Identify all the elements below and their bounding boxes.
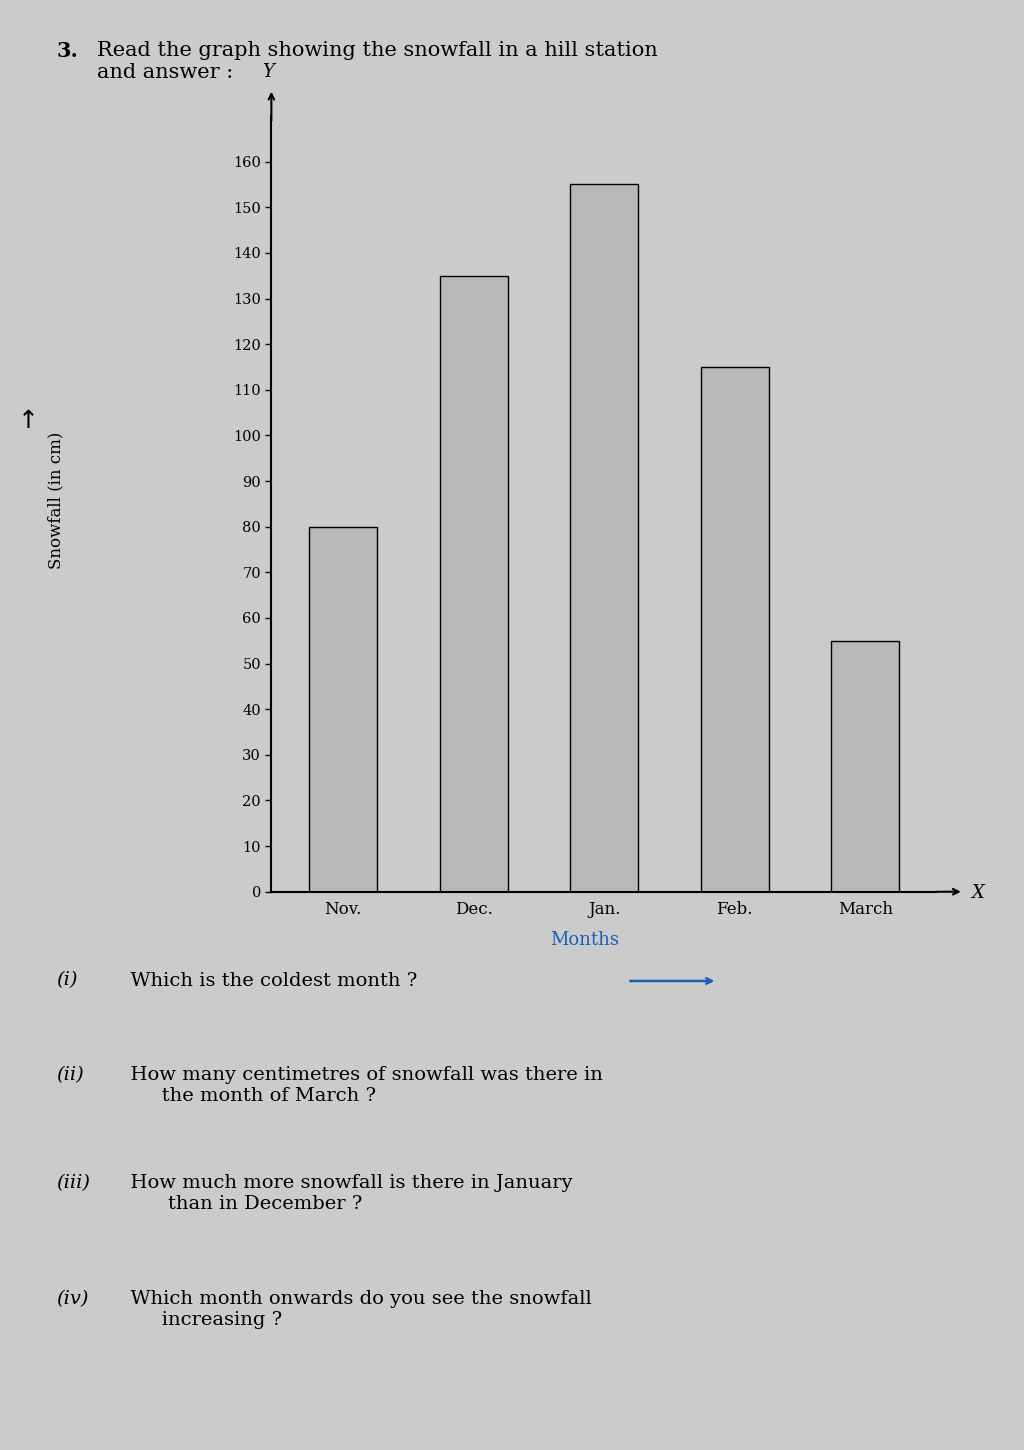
Text: Months: Months (550, 931, 618, 948)
Text: 3.: 3. (56, 41, 78, 61)
Text: Y: Y (262, 64, 274, 81)
Bar (439, 276, 508, 892)
Bar (570, 184, 638, 892)
Bar (309, 526, 377, 892)
Text: (iv): (iv) (56, 1290, 89, 1308)
Text: How much more snowfall is there in January
        than in December ?: How much more snowfall is there in Janua… (118, 1174, 572, 1214)
Text: Read the graph showing the snowfall in a hill station
and answer :: Read the graph showing the snowfall in a… (97, 41, 658, 81)
Text: ↑: ↑ (18, 409, 39, 432)
Bar (700, 367, 769, 892)
Text: (i): (i) (56, 972, 78, 989)
Text: Snowfall (in cm): Snowfall (in cm) (48, 432, 65, 568)
Text: Which month onwards do you see the snowfall
       increasing ?: Which month onwards do you see the snowf… (118, 1290, 592, 1330)
Text: How many centimetres of snowfall was there in
       the month of March ?: How many centimetres of snowfall was the… (118, 1066, 603, 1105)
Text: (iii): (iii) (56, 1174, 90, 1192)
Bar (831, 641, 899, 892)
Text: Which is the coldest month ?: Which is the coldest month ? (118, 972, 417, 989)
Text: (ii): (ii) (56, 1066, 84, 1083)
Text: X: X (972, 884, 984, 902)
